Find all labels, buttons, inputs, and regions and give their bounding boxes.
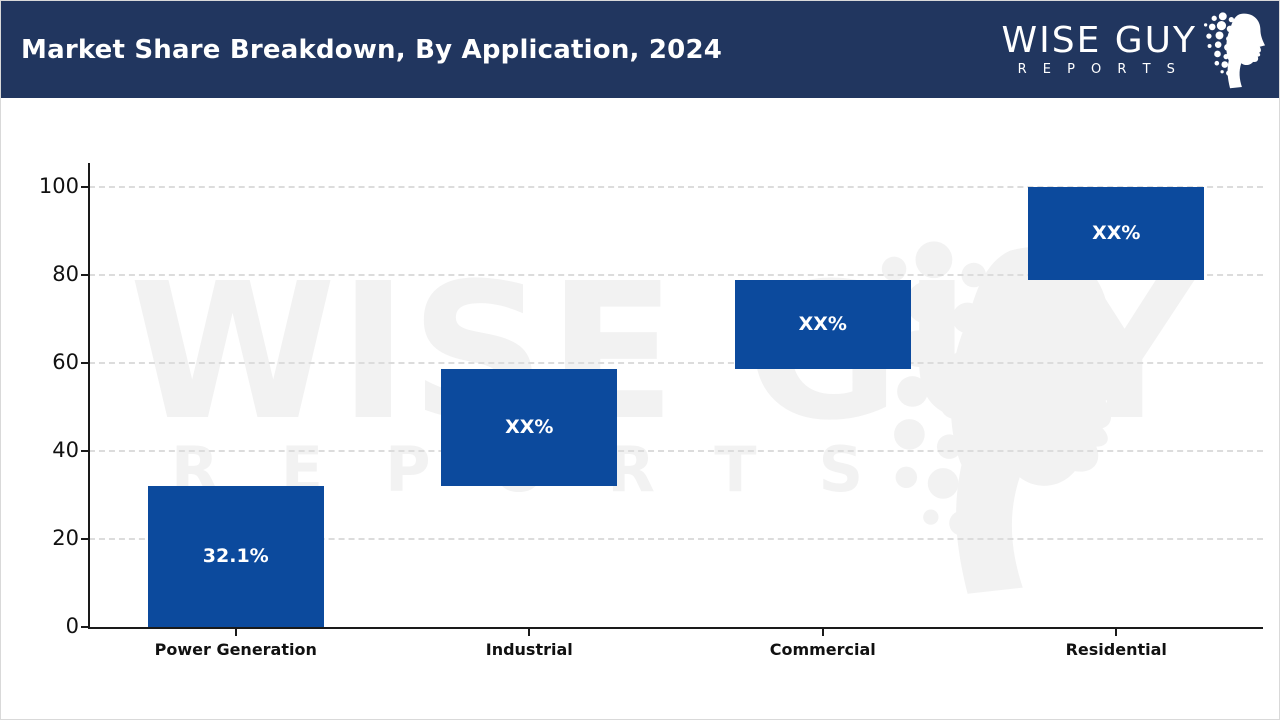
y-tick-label-20: 20 bbox=[52, 526, 79, 550]
bar-value-label: XX% bbox=[505, 416, 554, 439]
x-axis-spine bbox=[88, 627, 1263, 629]
header-bar: Market Share Breakdown, By Application, … bbox=[1, 1, 1279, 98]
y-tick-label-0: 0 bbox=[65, 614, 79, 638]
dots-head-logo-icon bbox=[1203, 11, 1266, 88]
x-category-label: Power Generation bbox=[154, 640, 317, 659]
bar-commercial: XX% bbox=[734, 279, 911, 370]
brand-logo-text: WISE GUY R E P O R T S bbox=[1001, 19, 1198, 77]
x-tick-0 bbox=[234, 629, 237, 636]
page-title: Market Share Breakdown, By Application, … bbox=[21, 34, 723, 65]
bar-value-label: XX% bbox=[798, 313, 847, 336]
gridline-20 bbox=[89, 538, 1263, 540]
brand-subtitle: R E P O R T S bbox=[1017, 61, 1181, 77]
x-tick-2 bbox=[821, 629, 824, 636]
gridline-60 bbox=[89, 362, 1263, 364]
y-tick-label-80: 80 bbox=[52, 262, 79, 286]
x-category-label: Residential bbox=[1065, 640, 1167, 659]
x-tick-1 bbox=[528, 629, 531, 636]
y-tick-100 bbox=[81, 186, 89, 188]
y-tick-label-100: 100 bbox=[38, 174, 79, 198]
bar-value-label: 32.1% bbox=[202, 545, 269, 568]
brand-name: WISE GUY bbox=[1001, 19, 1197, 61]
x-category-label: Industrial bbox=[485, 640, 573, 659]
y-tick-label-40: 40 bbox=[52, 438, 79, 462]
bar-value-label: XX% bbox=[1092, 222, 1141, 245]
bar-residential: XX% bbox=[1028, 187, 1205, 280]
x-tick-3 bbox=[1115, 629, 1118, 636]
y-tick-60 bbox=[81, 362, 89, 364]
y-tick-40 bbox=[81, 450, 89, 452]
y-axis-spine bbox=[88, 163, 90, 629]
y-tick-20 bbox=[81, 538, 89, 540]
y-tick-80 bbox=[81, 274, 89, 276]
gridline-80 bbox=[89, 274, 1263, 276]
gridline-100 bbox=[89, 186, 1263, 188]
x-category-label: Commercial bbox=[769, 640, 876, 659]
brand-logo: WISE GUY R E P O R T S bbox=[1002, 8, 1268, 92]
y-tick-label-60: 60 bbox=[52, 350, 79, 374]
bar-industrial: XX% bbox=[441, 369, 618, 486]
gridline-40 bbox=[89, 450, 1263, 452]
y-tick-0 bbox=[81, 626, 89, 628]
bar-power-generation: 32.1% bbox=[147, 485, 324, 627]
